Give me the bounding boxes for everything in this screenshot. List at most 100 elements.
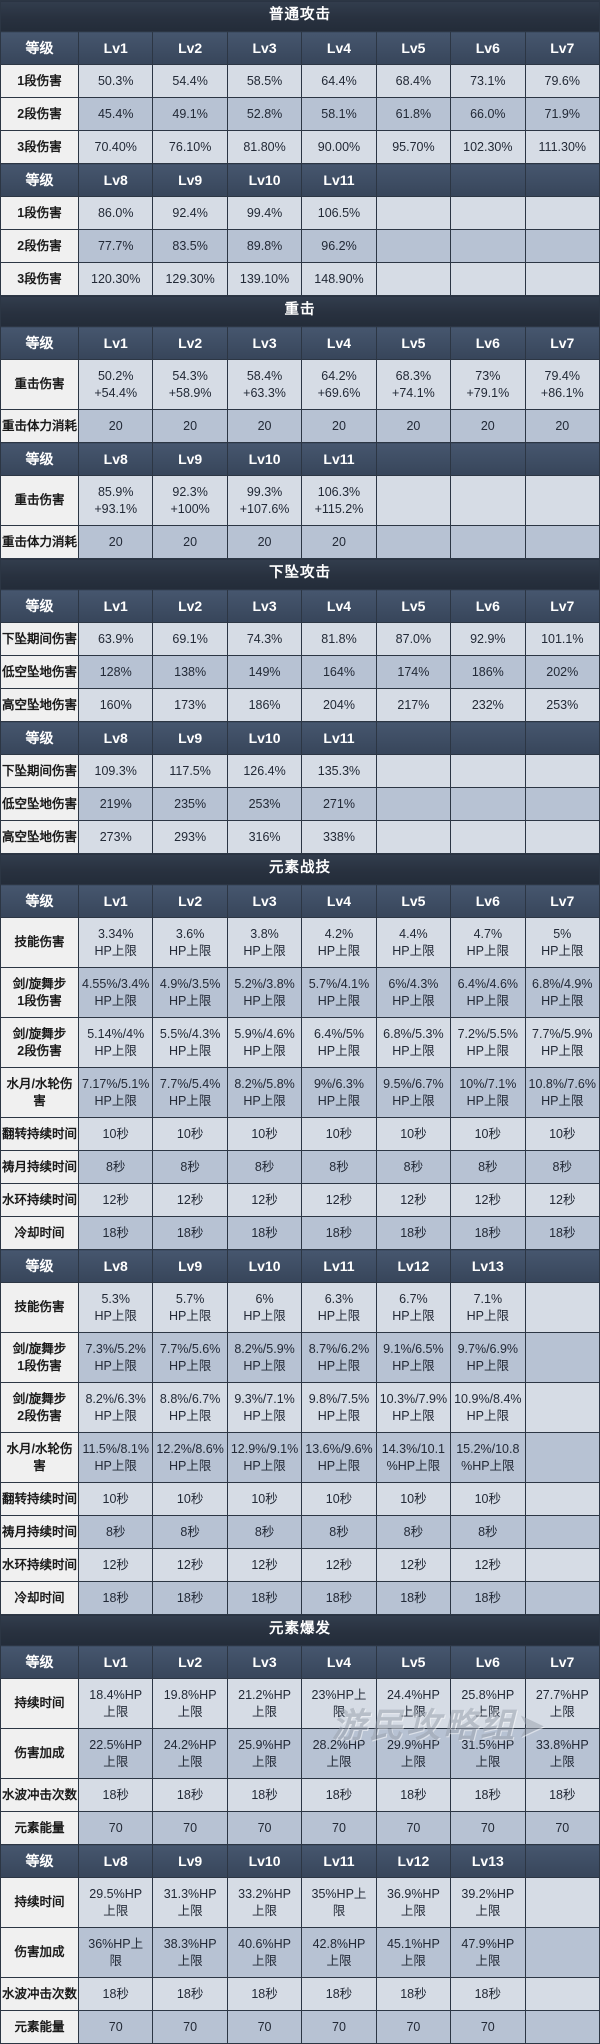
data-cell: 10秒 xyxy=(450,1117,526,1151)
data-cell: 11.5%/8.1% HP上限 xyxy=(77,1432,154,1483)
level-header-cell: Lv1 xyxy=(77,326,154,360)
data-cell: 18秒 xyxy=(301,1778,377,1812)
data-cell xyxy=(524,787,600,821)
data-cell xyxy=(524,754,600,788)
data-cell: 3.8% HP上限 xyxy=(226,917,303,968)
data-cell xyxy=(450,754,526,788)
data-cell: 8.2%/5.9% HP上限 xyxy=(226,1332,303,1383)
data-cell: 5.2%/3.8% HP上限 xyxy=(226,967,303,1018)
data-cell: 70.40% xyxy=(77,130,154,164)
data-cell: 7.2%/5.5% HP上限 xyxy=(450,1017,526,1068)
data-cell: 4.9%/3.5% HP上限 xyxy=(152,967,228,1018)
data-cell: 10%/7.1% HP上限 xyxy=(450,1067,526,1118)
row-label: 祷月持续时间 xyxy=(0,1150,79,1184)
row-label: 剑/旋舞步 1段伤害 xyxy=(0,967,79,1018)
table-row: 技能伤害 3.34% HP上限 3.6% HP上限 3.8% HP上限 4.2% HP上… xyxy=(0,917,600,968)
level-header-cell: Lv2 xyxy=(152,326,228,360)
data-cell: 18秒 xyxy=(152,1778,228,1812)
data-cell: 19.8%HP 上限 xyxy=(152,1678,228,1729)
data-cell: 18秒 xyxy=(450,1216,526,1250)
section-title: 普通攻击 xyxy=(0,0,600,32)
level-header-label: 等级 xyxy=(0,1844,79,1878)
level-header-cell: Lv4 xyxy=(301,31,377,65)
table-row: 高空坠地伤害 273% 293% 316% 338% xyxy=(0,820,600,854)
data-cell: 8秒 xyxy=(450,1515,526,1549)
data-cell: 28.2%HP 上限 xyxy=(301,1728,377,1779)
level-header-cell: Lv3 xyxy=(226,589,303,623)
row-label: 水环持续时间 xyxy=(0,1548,79,1582)
row-label: 水月/水轮伤害 xyxy=(0,1432,79,1483)
data-cell: 61.8% xyxy=(375,97,452,131)
data-cell: 70 xyxy=(375,1811,452,1845)
data-cell xyxy=(375,262,452,296)
data-cell xyxy=(375,196,452,230)
data-cell: 35%HP上 限 xyxy=(301,1877,377,1928)
data-cell xyxy=(375,787,452,821)
row-label: 重击体力消耗 xyxy=(0,409,79,443)
data-cell: 6.7% HP上限 xyxy=(375,1282,452,1333)
data-cell: 54.4% xyxy=(152,64,228,98)
level-header-cell: Lv4 xyxy=(301,1645,377,1679)
level-header-cell: Lv7 xyxy=(524,31,600,65)
data-cell: 18秒 xyxy=(226,1977,303,2011)
level-header-cell: Lv8 xyxy=(77,1844,154,1878)
data-cell: 68.4% xyxy=(375,64,452,98)
data-cell: 9.1%/6.5% HP上限 xyxy=(375,1332,452,1383)
data-cell xyxy=(524,196,600,230)
data-cell: 160% xyxy=(77,688,154,722)
data-cell: 273% xyxy=(77,820,154,854)
row-label: 持续时间 xyxy=(0,1678,79,1729)
data-cell: 15.2%/10.8 %HP上限 xyxy=(450,1432,526,1483)
data-cell: 12秒 xyxy=(226,1183,303,1217)
data-cell: 126.4% xyxy=(226,754,303,788)
data-cell: 128% xyxy=(77,655,154,689)
data-cell: 18秒 xyxy=(450,1581,526,1615)
data-cell: 20 xyxy=(226,409,303,443)
table-row: 2段伤害 45.4% 49.1% 52.8% 58.1% 61.8% 66.0% 71.9% xyxy=(0,97,600,131)
table-row: 技能伤害 5.3% HP上限 5.7% HP上限 6% HP上限 6.3% HP上限 6.… xyxy=(0,1282,600,1333)
level-header-cell: Lv2 xyxy=(152,884,228,918)
level-header-cell xyxy=(524,1249,600,1283)
row-label: 2段伤害 xyxy=(0,97,79,131)
data-cell: 12秒 xyxy=(77,1548,154,1582)
data-cell: 83.5% xyxy=(152,229,228,263)
data-cell: 18秒 xyxy=(152,1581,228,1615)
data-cell: 99.4% xyxy=(226,196,303,230)
data-cell xyxy=(450,262,526,296)
table-row: 伤害加成 36%HP上 限 38.3%HP 上限 40.6%HP 上限 42.8%HP … xyxy=(0,1927,600,1978)
data-cell: 12.9%/9.1% HP上限 xyxy=(226,1432,303,1483)
level-header-cell: Lv10 xyxy=(226,163,303,197)
table-row: 剑/旋舞步 2段伤害 5.14%/4% HP上限 5.5%/4.3% HP上限 5.9… xyxy=(0,1017,600,1068)
data-cell xyxy=(450,820,526,854)
row-label: 3段伤害 xyxy=(0,130,79,164)
level-header-row: 等级 Lv1 Lv2 Lv3 Lv4 Lv5 Lv6 Lv7 xyxy=(0,326,600,360)
data-cell: 14.3%/10.1 %HP上限 xyxy=(375,1432,452,1483)
data-cell: 338% xyxy=(301,820,377,854)
data-cell: 139.10% xyxy=(226,262,303,296)
data-cell: 10秒 xyxy=(375,1482,452,1516)
table-row: 祷月持续时间 8秒 8秒 8秒 8秒 8秒 8秒 8秒 xyxy=(0,1150,600,1184)
data-cell: 8秒 xyxy=(301,1150,377,1184)
data-cell: 7.7%/5.9% HP上限 xyxy=(524,1017,600,1068)
level-header-label: 等级 xyxy=(0,326,79,360)
data-cell: 70 xyxy=(152,2010,228,2044)
level-header-cell: Lv10 xyxy=(226,1249,303,1283)
level-header-cell xyxy=(524,163,600,197)
data-cell xyxy=(375,229,452,263)
data-cell: 129.30% xyxy=(152,262,228,296)
data-cell: 271% xyxy=(301,787,377,821)
data-cell: 253% xyxy=(524,688,600,722)
data-cell: 36%HP上 限 xyxy=(77,1927,154,1978)
level-header-cell: Lv2 xyxy=(152,589,228,623)
row-label: 3段伤害 xyxy=(0,262,79,296)
row-label: 持续时间 xyxy=(0,1877,79,1928)
data-cell: 20 xyxy=(450,409,526,443)
row-label: 2段伤害 xyxy=(0,229,79,263)
data-cell: 186% xyxy=(226,688,303,722)
data-cell: 45.4% xyxy=(77,97,154,131)
data-cell: 92.3% +100% xyxy=(152,475,228,526)
data-cell: 10秒 xyxy=(226,1117,303,1151)
data-cell: 8秒 xyxy=(450,1150,526,1184)
